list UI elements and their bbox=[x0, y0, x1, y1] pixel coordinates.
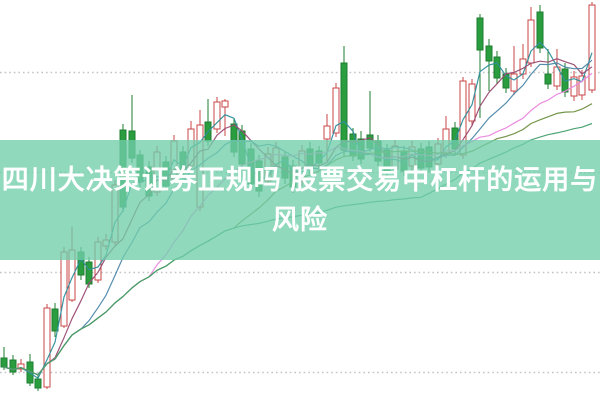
up-candle bbox=[43, 307, 51, 388]
down-candle bbox=[51, 308, 59, 332]
up-candle bbox=[213, 101, 221, 130]
down-candle bbox=[476, 17, 484, 51]
down-candle bbox=[0, 357, 8, 368]
down-candle bbox=[493, 56, 501, 79]
headline-line-2: 风险 bbox=[272, 205, 328, 235]
headline-line-1: 四川大决策证券正规吗 股票交易中杠杆的运用与 bbox=[1, 165, 599, 195]
up-candle bbox=[510, 73, 518, 92]
up-candle bbox=[332, 87, 340, 134]
headline-overlay-banner: 四川大决策证券正规吗 股票交易中杠杆的运用与 风险 bbox=[0, 140, 600, 260]
down-candle bbox=[544, 73, 552, 85]
up-candle bbox=[221, 100, 229, 108]
up-candle bbox=[60, 251, 68, 327]
up-candle bbox=[578, 75, 586, 96]
down-candle bbox=[9, 359, 17, 373]
down-candle bbox=[485, 45, 493, 62]
up-candle bbox=[588, 4, 596, 91]
down-candle bbox=[34, 378, 42, 389]
down-candle bbox=[340, 62, 348, 151]
up-candle bbox=[17, 363, 25, 370]
down-candle bbox=[536, 11, 544, 49]
up-candle bbox=[323, 125, 331, 140]
